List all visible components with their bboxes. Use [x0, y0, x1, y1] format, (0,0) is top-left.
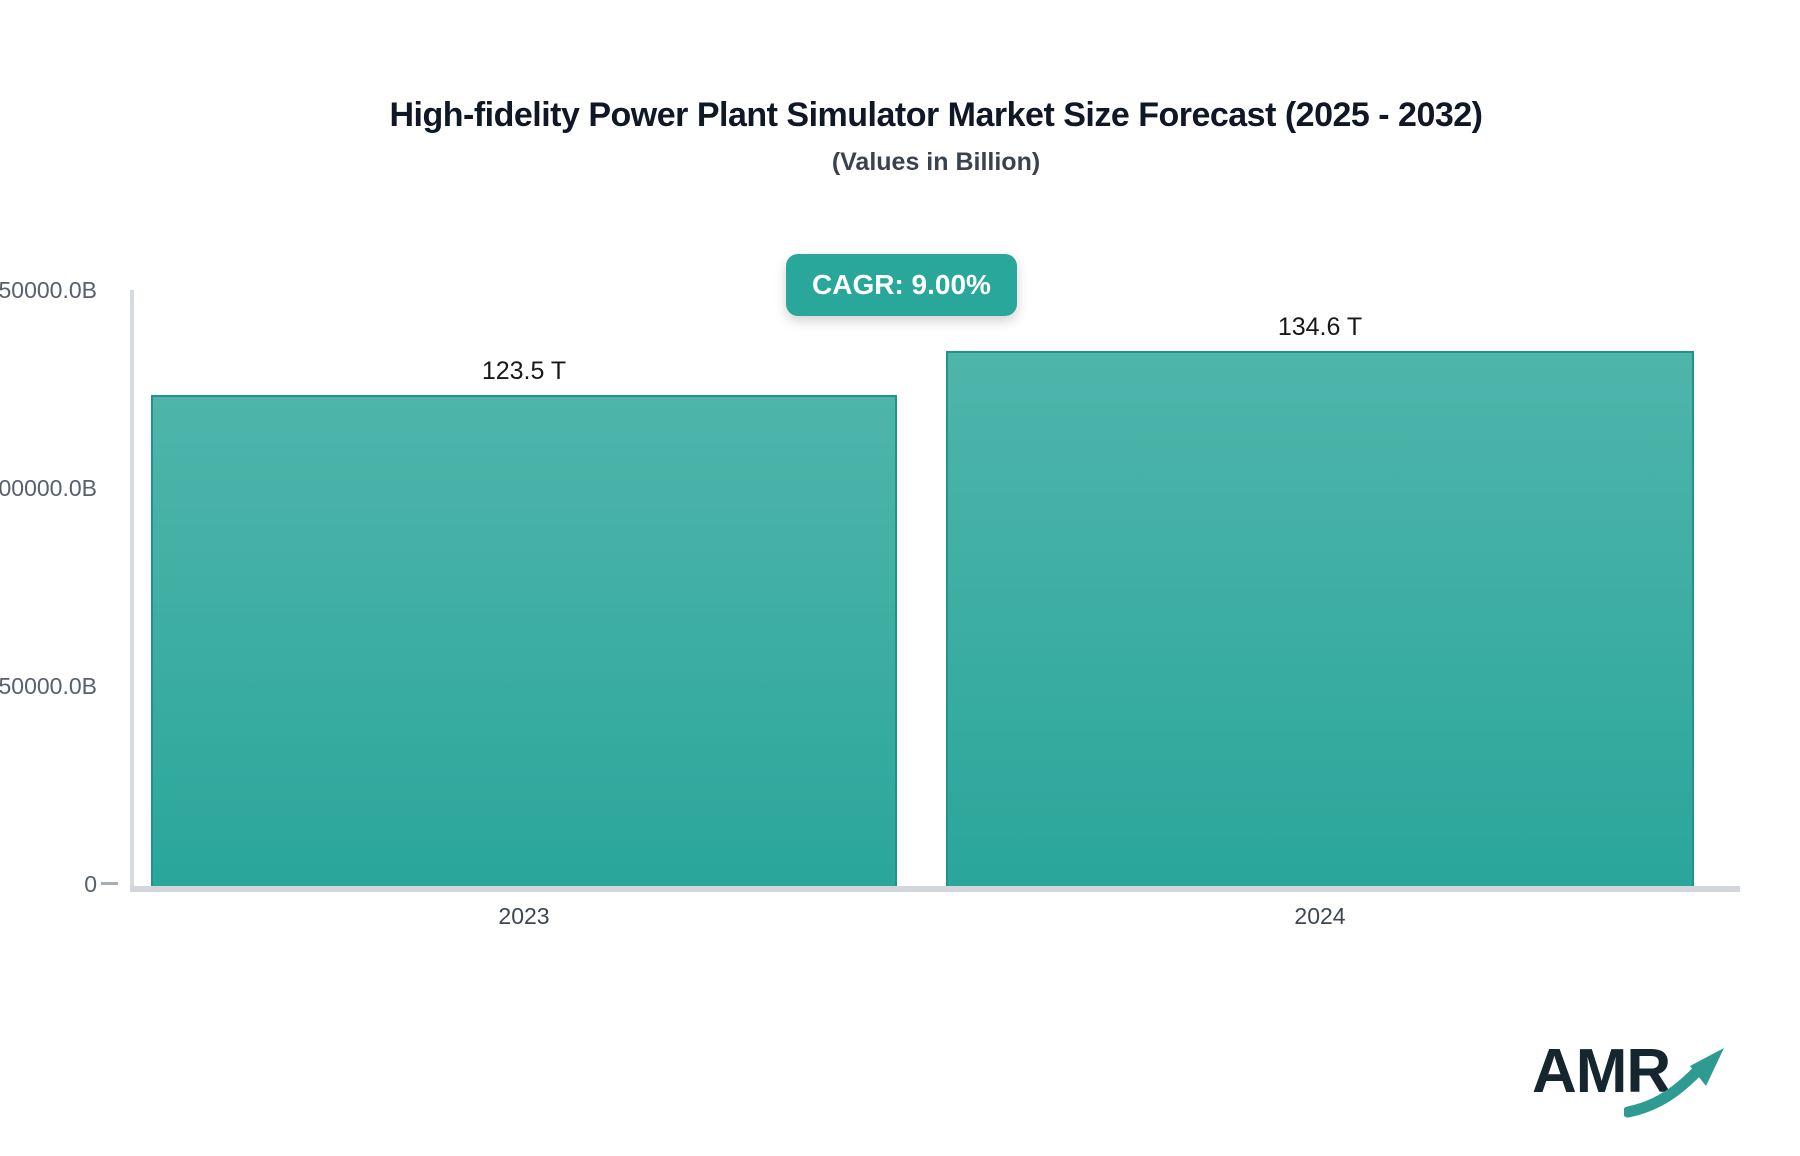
bar-group-2024: 134.6 T — [946, 313, 1694, 886]
y-tick-label-0: 0 — [84, 871, 97, 897]
x-axis-line — [130, 886, 1740, 892]
chart-title: High-fidelity Power Plant Simulator Mark… — [389, 96, 1483, 134]
y-tick-label-50000: 50000.0B — [0, 673, 97, 699]
x-tick-label-2023: 2023 — [498, 903, 550, 929]
amr-logo: AMR — [1532, 1028, 1732, 1128]
bar-group-2023: 123.5 T — [151, 357, 897, 886]
bar-value-label-2023: 123.5 T — [481, 357, 567, 385]
bar-2024[interactable] — [946, 351, 1694, 886]
bar-value-label-2024: 134.6 T — [1277, 313, 1363, 341]
chart-subtitle: (Values in Billion) — [831, 148, 1041, 176]
cagr-badge: CAGR: 9.00% — [786, 254, 1017, 316]
x-tick-label-2024: 2024 — [1294, 903, 1346, 929]
growth-arrow-icon — [1624, 1048, 1724, 1118]
y-axis-line — [130, 290, 134, 886]
bar-2023[interactable] — [151, 395, 897, 886]
y-tick-label-150000: 150000.0B — [0, 277, 97, 303]
amr-logo-text: AMR — [1532, 1037, 1671, 1106]
zero-tick-mark — [101, 882, 118, 885]
y-tick-label-100000: 100000.0B — [0, 475, 97, 501]
